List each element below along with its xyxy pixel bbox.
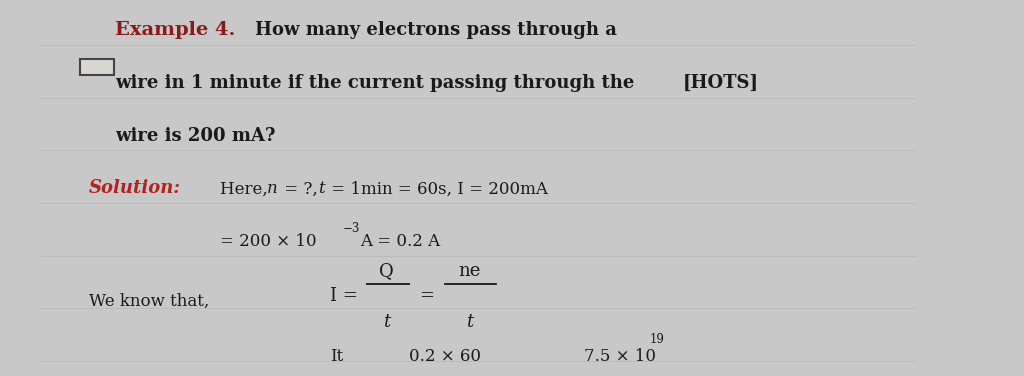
Text: t: t	[317, 180, 325, 197]
Text: How many electrons pass through a: How many electrons pass through a	[255, 21, 617, 39]
Text: wire in 1 minute if the current passing through the: wire in 1 minute if the current passing …	[116, 74, 635, 92]
Text: −3: −3	[343, 222, 360, 235]
Text: Solution:: Solution:	[89, 179, 181, 197]
Text: 0.2 × 60: 0.2 × 60	[409, 348, 480, 365]
Text: =: =	[419, 287, 434, 305]
Text: n: n	[267, 180, 278, 197]
Text: I =: I =	[330, 287, 357, 305]
Text: ne: ne	[459, 262, 481, 280]
Bar	[80, 59, 114, 75]
Text: 7.5 × 10: 7.5 × 10	[584, 348, 655, 365]
Text: = 200 × 10: = 200 × 10	[220, 233, 317, 250]
Text: t: t	[466, 313, 473, 331]
Text: A = 0.2 A: A = 0.2 A	[360, 233, 440, 250]
Text: Example 4.: Example 4.	[116, 21, 236, 39]
Text: 19: 19	[649, 333, 665, 346]
Text: = ?,: = ?,	[280, 180, 324, 197]
Text: It: It	[330, 348, 343, 365]
Text: [HOTS]: [HOTS]	[683, 74, 759, 92]
Text: Here,: Here,	[220, 180, 273, 197]
Text: wire is 200 mA?: wire is 200 mA?	[116, 127, 275, 145]
Text: Q: Q	[380, 262, 394, 280]
Text: We know that,: We know that,	[89, 293, 209, 310]
Text: = 1min = 60s, I = 200mA: = 1min = 60s, I = 200mA	[327, 180, 548, 197]
Text: t: t	[383, 313, 390, 331]
